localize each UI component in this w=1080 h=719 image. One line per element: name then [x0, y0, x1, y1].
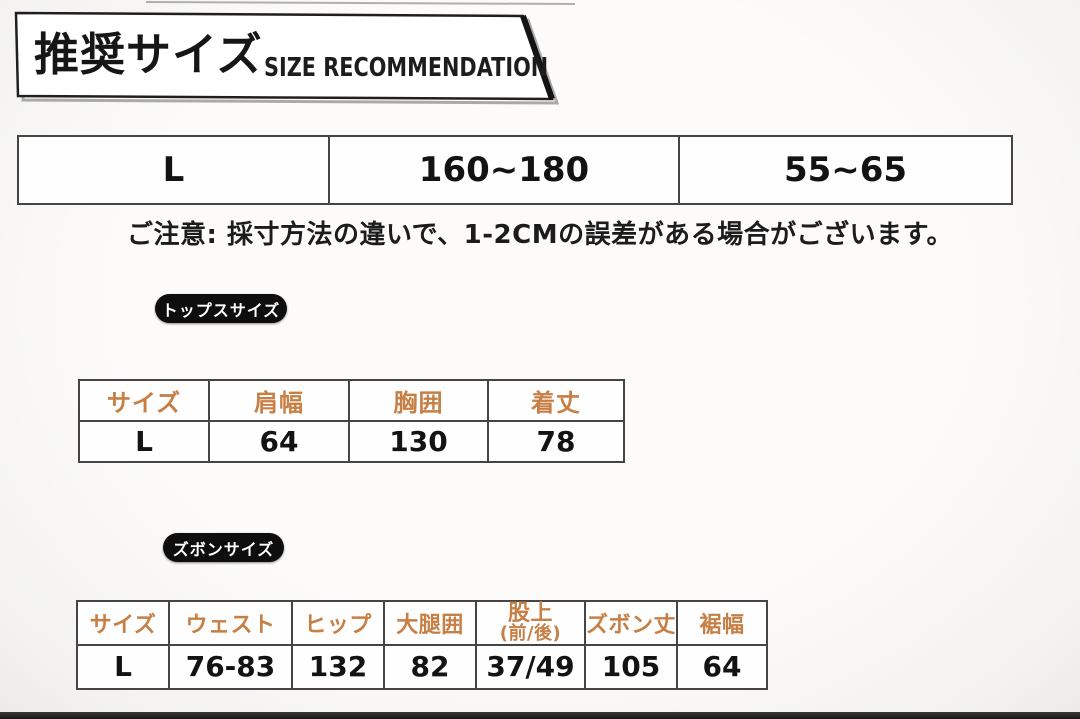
col-header-size: サイズ [80, 381, 208, 422]
hip-value: 132 [291, 644, 383, 688]
measurement-notice: ご注意: 採寸方法の違いで、1-2CMの誤差がある場合がございます。 [127, 220, 953, 250]
rise-value: 37/49 [475, 644, 584, 688]
photo-bottom-edge [0, 712, 1080, 719]
col-header-shoulder: 肩幅 [208, 381, 348, 422]
tops-size-badge: トップスサイズ [155, 294, 287, 323]
col-header-length: 着丈 [487, 381, 623, 422]
col-header-hem: 裾幅 [676, 602, 766, 646]
rise-header-stack: 股上 (前/後) [500, 602, 562, 644]
col-header-pants-length: ズボン丈 [584, 602, 676, 646]
thigh-value: 82 [383, 644, 475, 688]
shoulder-value: 64 [208, 422, 348, 461]
hem-value: 64 [676, 644, 766, 688]
weight-range-cell: 55~65 [678, 137, 1011, 203]
banner-shape [14, 1, 576, 105]
rise-header-main: 股上 [507, 601, 553, 626]
table-row: L 76-83 132 82 37/49 105 64 [78, 644, 766, 688]
col-header-hip: ヒップ [291, 602, 383, 646]
col-header-chest: 胸囲 [348, 381, 487, 422]
banner-title-jp: 推奨サイズ [34, 28, 263, 81]
size-letter-cell: L [162, 150, 185, 190]
pants-length-value: 105 [584, 644, 676, 688]
table-header-row: サイズ ウェスト ヒップ 大腿囲 股上 (前/後) ズボン丈 裾幅 [78, 602, 766, 646]
col-header-rise: 股上 (前/後) [475, 602, 584, 646]
photo-crop-line [145, 1, 576, 5]
table-header-row: サイズ 肩幅 胸囲 着丈 [80, 381, 623, 422]
height-range-cell: 160~180 [328, 137, 678, 203]
table-row: L 160~180 55~65 [19, 137, 1011, 203]
length-value: 78 [487, 422, 623, 461]
col-header-waist: ウェスト [168, 602, 291, 646]
col-header-thigh: 大腿囲 [383, 602, 475, 646]
chest-value: 130 [348, 422, 487, 461]
banner-slant-stroke [520, 15, 555, 100]
size-value: L [135, 425, 153, 458]
size-value: L [114, 649, 132, 683]
waist-value: 76-83 [168, 644, 291, 688]
size-recommendation-table: L 160~180 55~65 [17, 135, 1013, 205]
pants-size-table: サイズ ウェスト ヒップ 大腿囲 股上 (前/後) ズボン丈 裾幅 L 76-8… [76, 600, 768, 690]
table-row: L 64 130 78 [80, 422, 623, 461]
rise-header-sub: (前/後) [499, 623, 562, 645]
pants-size-badge: ズボンサイズ [163, 533, 284, 562]
col-header-size: サイズ [78, 602, 168, 646]
banner-title-en: SIZE RECOMMENDATION [264, 53, 549, 83]
tops-size-table: サイズ 肩幅 胸囲 着丈 L 64 130 78 [78, 379, 625, 463]
